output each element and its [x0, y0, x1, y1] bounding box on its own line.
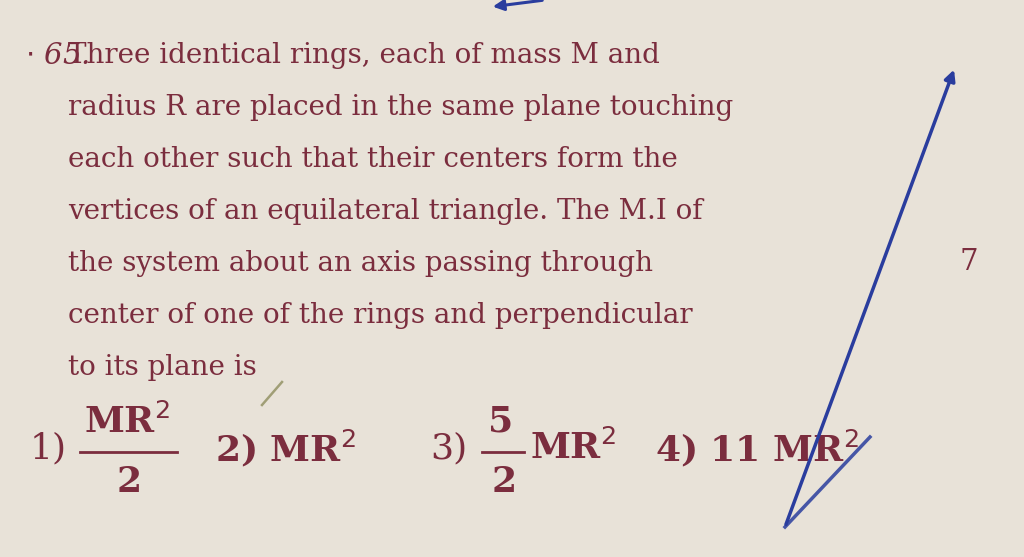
Text: $\cdot$ 65.: $\cdot$ 65. — [25, 42, 89, 70]
Text: 2) MR$^2$: 2) MR$^2$ — [215, 427, 355, 468]
Text: to its plane is: to its plane is — [68, 354, 257, 381]
Text: Three identical rings, each of mass M and: Three identical rings, each of mass M an… — [68, 42, 659, 69]
Text: 3): 3) — [430, 431, 467, 465]
Text: radius R are placed in the same plane touching: radius R are placed in the same plane to… — [68, 94, 733, 121]
Text: each other such that their centers form the: each other such that their centers form … — [68, 146, 678, 173]
Text: vertices of an equilateral triangle. The M.I of: vertices of an equilateral triangle. The… — [68, 198, 702, 225]
Text: MR$^2$: MR$^2$ — [84, 404, 170, 440]
Text: the system about an axis passing through: the system about an axis passing through — [68, 250, 653, 277]
Text: 2: 2 — [492, 465, 517, 499]
Text: MR$^2$: MR$^2$ — [530, 430, 616, 466]
Text: 7: 7 — [961, 248, 979, 276]
Text: 2: 2 — [117, 465, 142, 499]
Text: 5: 5 — [488, 405, 513, 439]
Text: 1): 1) — [30, 431, 68, 465]
Text: 4) 11 MR$^2$: 4) 11 MR$^2$ — [655, 427, 859, 468]
Text: center of one of the rings and perpendicular: center of one of the rings and perpendic… — [68, 302, 692, 329]
